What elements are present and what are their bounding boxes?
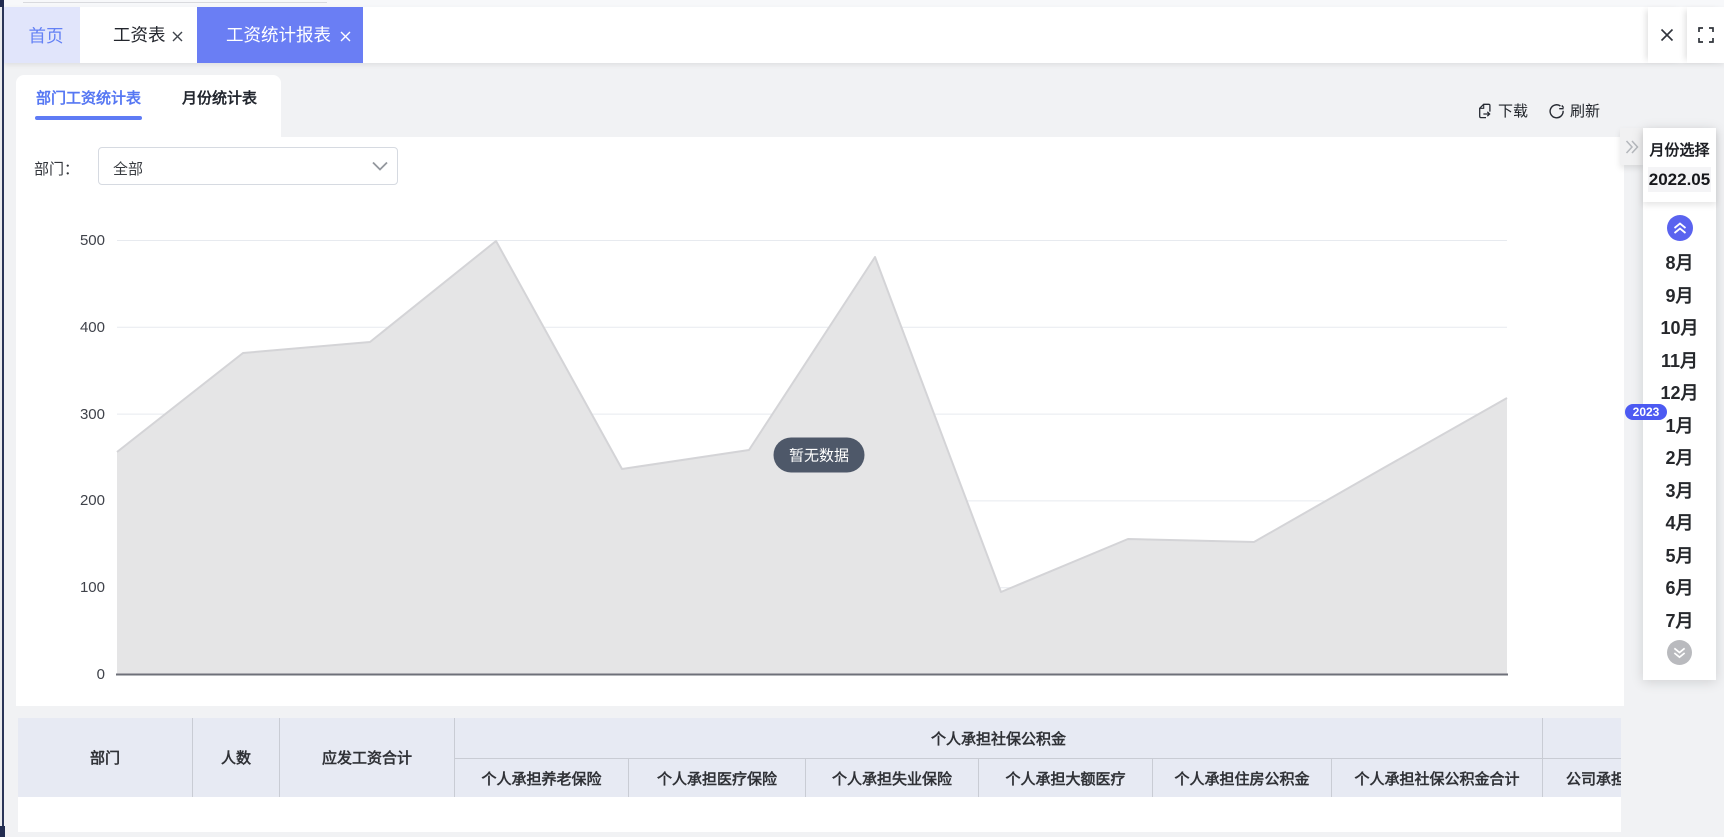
svg-text:100: 100 xyxy=(80,579,105,596)
svg-text:暂无数据: 暂无数据 xyxy=(789,448,849,465)
svg-text:300: 300 xyxy=(80,406,105,423)
svg-text:200: 200 xyxy=(80,492,105,509)
svg-text:500: 500 xyxy=(80,232,105,249)
svg-text:0: 0 xyxy=(97,666,105,683)
svg-text:400: 400 xyxy=(80,319,105,336)
